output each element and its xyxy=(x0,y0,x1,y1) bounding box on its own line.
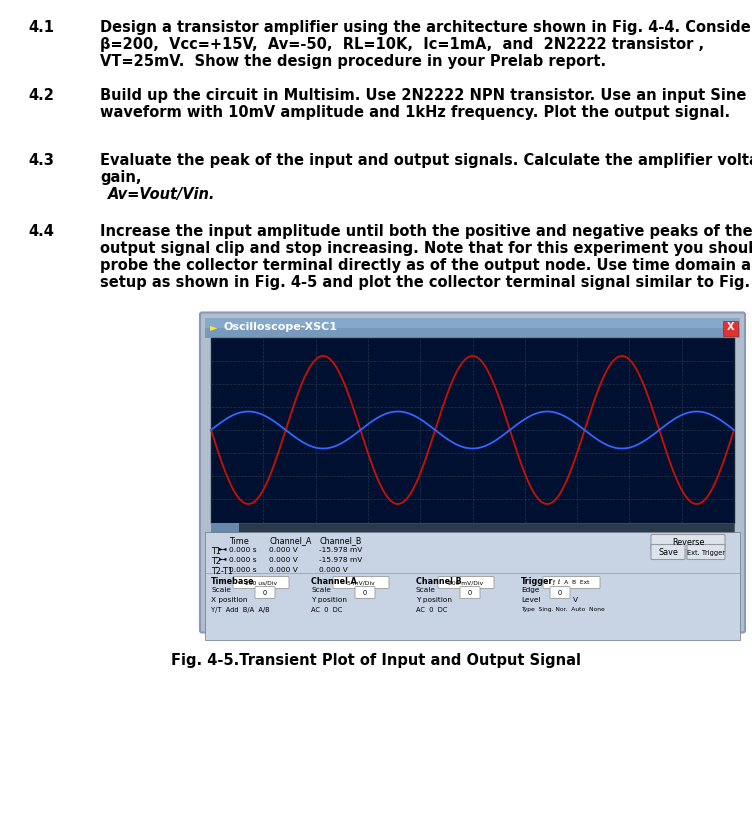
FancyBboxPatch shape xyxy=(333,577,389,588)
Text: Time: Time xyxy=(229,536,249,546)
Bar xyxy=(205,317,740,327)
Text: 0.000 V: 0.000 V xyxy=(269,547,298,552)
Text: waveform with 10mV amplitude and 1kHz frequency. Plot the output signal.: waveform with 10mV amplitude and 1kHz fr… xyxy=(100,105,730,120)
Bar xyxy=(205,531,740,640)
Text: T2: T2 xyxy=(211,557,221,565)
Text: ƒ  ℓ  A  B  Ext: ƒ ℓ A B Ext xyxy=(552,579,590,585)
Text: 0.000 s: 0.000 s xyxy=(229,566,256,573)
Text: Channel_A: Channel_A xyxy=(269,536,311,546)
FancyBboxPatch shape xyxy=(233,577,289,588)
Bar xyxy=(723,321,738,335)
Text: AC  0  DC: AC 0 DC xyxy=(416,606,447,613)
Text: -15.978 mV: -15.978 mV xyxy=(319,557,362,562)
Text: Edge: Edge xyxy=(521,587,539,592)
Text: Type  Sing. Nor.  Auto  None: Type Sing. Nor. Auto None xyxy=(521,606,605,611)
Text: output signal clip and stop increasing. Note that for this experiment you should: output signal clip and stop increasing. … xyxy=(100,241,752,256)
Text: VT=25mV.  Show the design procedure in your Prelab report.: VT=25mV. Show the design procedure in yo… xyxy=(100,54,606,69)
FancyBboxPatch shape xyxy=(460,587,480,599)
Text: ►◄: ►◄ xyxy=(219,547,228,552)
Text: -15.978 mV: -15.978 mV xyxy=(319,547,362,552)
Bar xyxy=(205,317,740,338)
Text: Channel A: Channel A xyxy=(311,577,357,586)
Text: Timebase: Timebase xyxy=(211,577,255,586)
FancyBboxPatch shape xyxy=(687,544,725,560)
FancyBboxPatch shape xyxy=(651,544,685,560)
Text: 0: 0 xyxy=(468,589,472,596)
Bar xyxy=(211,522,734,531)
Text: setup as shown in Fig. 4-5 and plot the collector terminal signal similar to Fig: setup as shown in Fig. 4-5 and plot the … xyxy=(100,275,752,290)
Text: Build up the circuit in Multisim. Use 2N2222 NPN transistor. Use an input Sine: Build up the circuit in Multisim. Use 2N… xyxy=(100,88,747,103)
Text: probe the collector terminal directly as of the output node. Use time domain ana: probe the collector terminal directly as… xyxy=(100,258,752,273)
Text: Design a transistor amplifier using the architecture shown in Fig. 4-4. Consider: Design a transistor amplifier using the … xyxy=(100,20,752,35)
Text: 4.4: 4.4 xyxy=(28,224,54,239)
Text: Trigger: Trigger xyxy=(521,577,553,586)
FancyBboxPatch shape xyxy=(543,577,600,588)
Text: T2-T1: T2-T1 xyxy=(211,566,233,575)
Text: Evaluate the peak of the input and output signals. Calculate the amplifier volta: Evaluate the peak of the input and outpu… xyxy=(100,153,752,167)
Text: Oscilloscope-XSC1: Oscilloscope-XSC1 xyxy=(223,322,337,332)
Text: AC  0  DC: AC 0 DC xyxy=(311,606,342,613)
Text: Av=Vout/Vin.: Av=Vout/Vin. xyxy=(108,187,215,202)
FancyBboxPatch shape xyxy=(651,534,725,549)
Text: Channel B: Channel B xyxy=(416,577,462,586)
Text: 5 mV/Div: 5 mV/Div xyxy=(347,580,374,585)
Text: X: X xyxy=(726,322,734,332)
Text: gain,: gain, xyxy=(100,170,141,184)
Text: V: V xyxy=(573,596,578,602)
FancyBboxPatch shape xyxy=(438,577,494,588)
Text: 4.1: 4.1 xyxy=(28,20,54,35)
Text: β=200,  Vcc=+15V,  Av=-50,  RL=10K,  Ic=1mA,  and  2N2222 transistor ,: β=200, Vcc=+15V, Av=-50, RL=10K, Ic=1mA,… xyxy=(100,37,704,52)
Text: X position: X position xyxy=(211,596,247,602)
Text: Y/T  Add  B/A  A/B: Y/T Add B/A A/B xyxy=(211,606,270,613)
FancyBboxPatch shape xyxy=(255,587,275,599)
FancyBboxPatch shape xyxy=(200,313,745,632)
Text: Scale: Scale xyxy=(416,587,436,592)
Bar xyxy=(211,522,239,531)
Text: Y position: Y position xyxy=(311,596,347,602)
Text: Reverse: Reverse xyxy=(672,538,704,547)
Text: Level: Level xyxy=(521,596,541,602)
Text: Save: Save xyxy=(658,548,678,557)
Text: 0.000 s: 0.000 s xyxy=(229,547,256,552)
Text: 4.3: 4.3 xyxy=(28,153,54,167)
Text: 0: 0 xyxy=(263,589,267,596)
Text: Scale: Scale xyxy=(211,587,231,592)
Text: 0.000 V: 0.000 V xyxy=(269,566,298,573)
Text: Ext. Trigger: Ext. Trigger xyxy=(687,549,725,556)
Text: T1: T1 xyxy=(211,547,221,556)
Text: 200 mV/Div: 200 mV/Div xyxy=(448,580,484,585)
FancyBboxPatch shape xyxy=(355,587,375,599)
Text: 0: 0 xyxy=(558,589,562,596)
Text: 4.2: 4.2 xyxy=(28,88,54,103)
Text: 0.000 V: 0.000 V xyxy=(269,557,298,562)
Text: Increase the input amplitude until both the positive and negative peaks of the: Increase the input amplitude until both … xyxy=(100,224,752,239)
Text: Y position: Y position xyxy=(416,596,452,602)
Text: 200 us/Div: 200 us/Div xyxy=(245,580,277,585)
Bar xyxy=(211,338,734,522)
Text: ►◄: ►◄ xyxy=(219,557,228,561)
Text: ►: ► xyxy=(210,322,217,332)
Text: 0.000 s: 0.000 s xyxy=(229,557,256,562)
Text: 0: 0 xyxy=(363,589,367,596)
Text: Channel_B: Channel_B xyxy=(319,536,362,546)
Text: Fig. 4-5.Transient Plot of Input and Output Signal: Fig. 4-5.Transient Plot of Input and Out… xyxy=(171,654,581,668)
FancyBboxPatch shape xyxy=(550,587,570,599)
Text: Scale: Scale xyxy=(311,587,331,592)
Text: 0.000 V: 0.000 V xyxy=(319,566,347,573)
